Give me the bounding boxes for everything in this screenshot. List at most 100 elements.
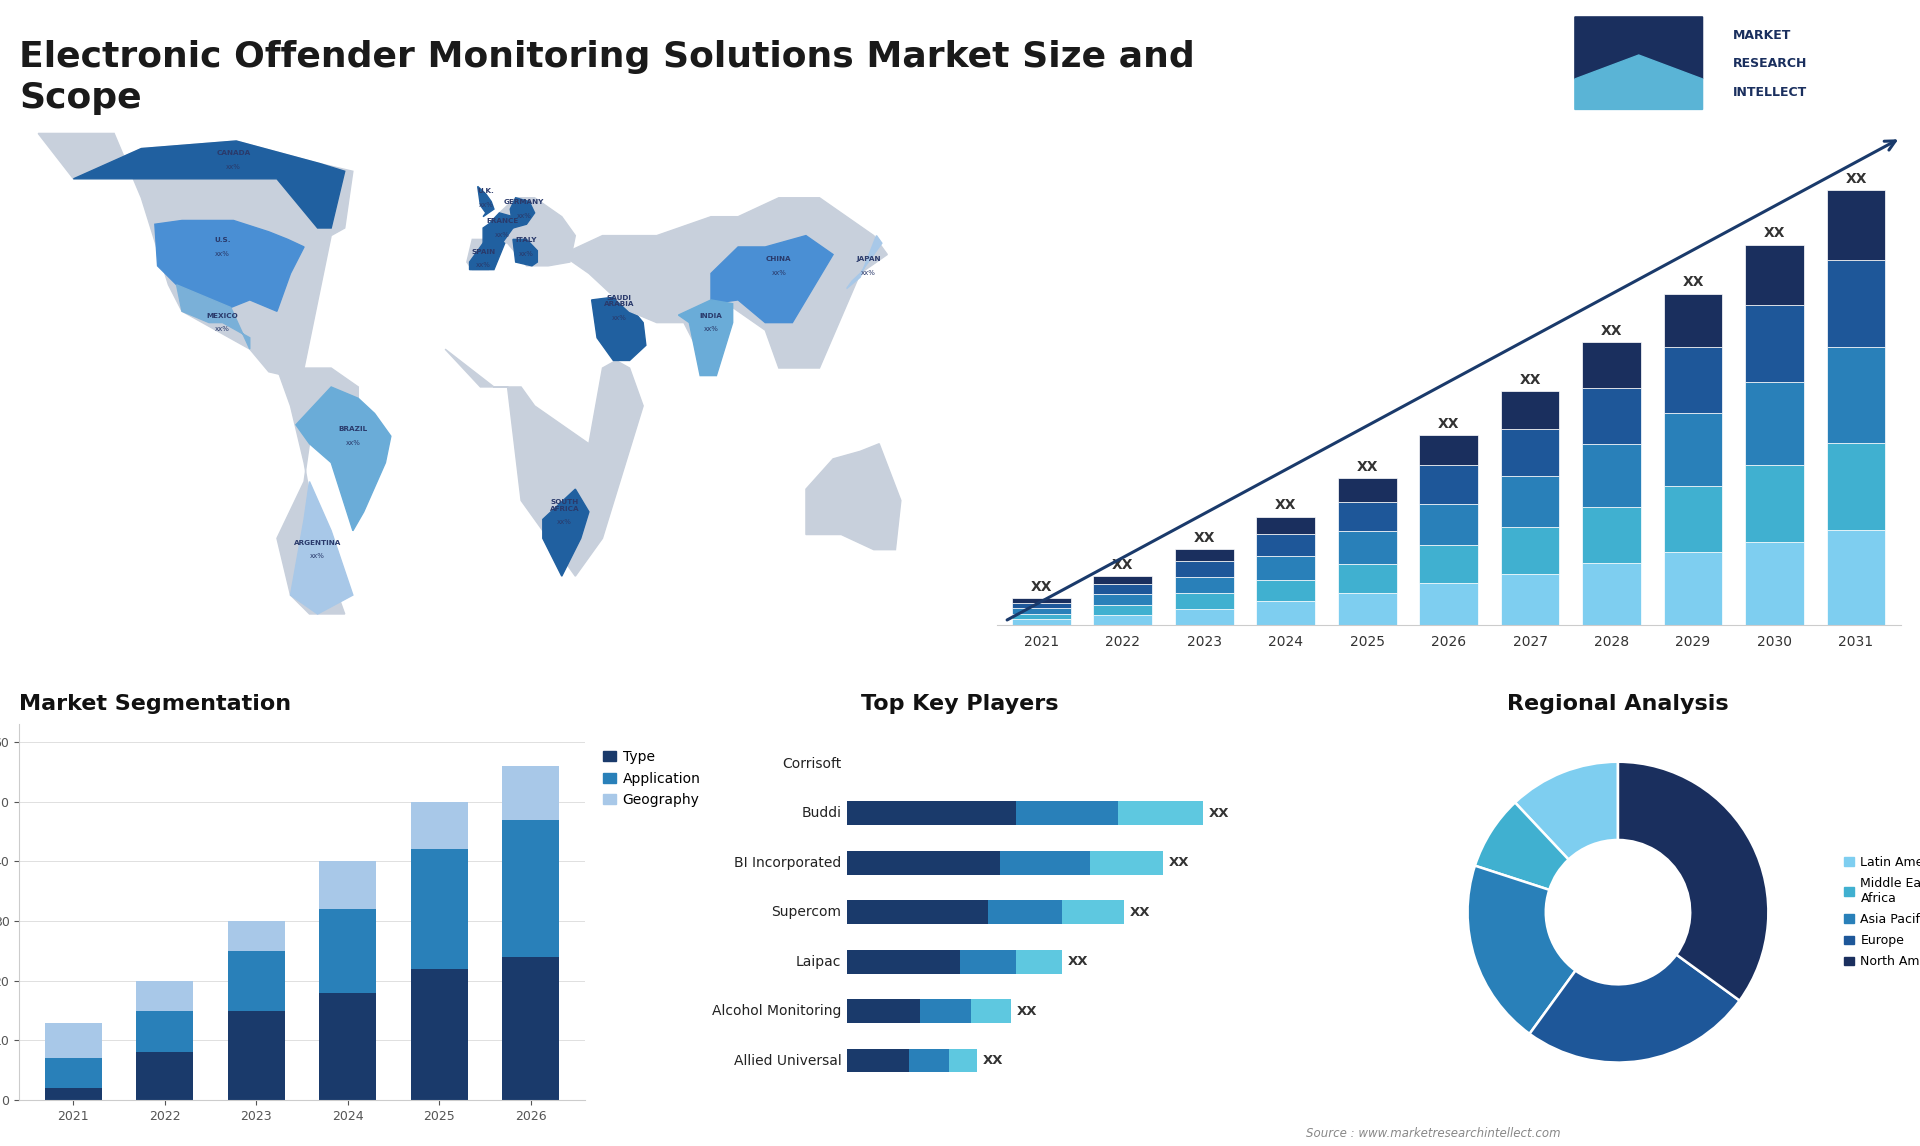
Polygon shape: [710, 236, 833, 323]
Bar: [847, 999, 920, 1023]
Bar: [1012, 614, 1071, 619]
Polygon shape: [478, 187, 493, 217]
Polygon shape: [290, 481, 353, 614]
Polygon shape: [678, 300, 733, 376]
Bar: [1582, 445, 1642, 507]
Bar: [910, 1049, 948, 1073]
Bar: [136, 1011, 194, 1052]
Bar: [1117, 801, 1202, 825]
Bar: [1826, 347, 1885, 442]
Text: XX: XX: [1519, 374, 1542, 387]
Bar: [1745, 306, 1805, 382]
Bar: [1419, 503, 1478, 545]
Polygon shape: [38, 133, 353, 376]
Bar: [1338, 479, 1396, 502]
Bar: [1175, 562, 1233, 576]
Polygon shape: [73, 141, 346, 228]
Text: JAPAN: JAPAN: [856, 256, 881, 262]
Text: FRANCE: FRANCE: [486, 218, 518, 225]
Bar: [847, 850, 1000, 874]
Text: GERMANY: GERMANY: [503, 199, 543, 205]
Text: xx%: xx%: [860, 269, 876, 276]
Text: XX: XX: [983, 1054, 1002, 1067]
Text: U.S.: U.S.: [215, 237, 230, 243]
Bar: [1256, 534, 1315, 556]
Polygon shape: [591, 296, 645, 361]
Text: XX: XX: [1169, 856, 1188, 869]
Bar: [1501, 429, 1559, 476]
Bar: [503, 957, 559, 1100]
Text: XX: XX: [1438, 417, 1459, 431]
Text: xx%: xx%: [215, 327, 230, 332]
Text: XX: XX: [1194, 531, 1215, 544]
Bar: [1419, 545, 1478, 583]
Wedge shape: [1619, 762, 1768, 1000]
Text: XX: XX: [1682, 275, 1703, 289]
Text: xx%: xx%: [772, 269, 787, 276]
Polygon shape: [563, 198, 887, 376]
Text: RESEARCH: RESEARCH: [1732, 57, 1807, 70]
Bar: [1094, 584, 1152, 594]
Bar: [1582, 563, 1642, 626]
Polygon shape: [543, 489, 589, 576]
Bar: [411, 849, 468, 968]
Bar: [960, 950, 1016, 973]
Text: xx%: xx%: [611, 315, 626, 321]
Polygon shape: [276, 368, 359, 614]
Bar: [1000, 850, 1091, 874]
Bar: [1665, 552, 1722, 626]
Bar: [1419, 465, 1478, 503]
Text: Market Segmentation: Market Segmentation: [19, 694, 292, 714]
Polygon shape: [847, 236, 881, 289]
Text: XX: XX: [1356, 461, 1379, 474]
Text: INDIA: INDIA: [699, 313, 722, 319]
Bar: [1501, 392, 1559, 429]
Bar: [136, 1052, 194, 1100]
Bar: [1012, 598, 1071, 603]
Bar: [847, 1049, 910, 1073]
Text: SPAIN: SPAIN: [470, 249, 495, 254]
Text: xx%: xx%: [703, 327, 718, 332]
Text: xx%: xx%: [227, 164, 240, 170]
Text: CHINA: CHINA: [766, 256, 791, 262]
Bar: [1338, 564, 1396, 592]
Title: Regional Analysis: Regional Analysis: [1507, 694, 1728, 714]
Text: XX: XX: [1068, 955, 1089, 968]
Text: xx%: xx%: [346, 440, 361, 446]
Legend: Type, Application, Geography: Type, Application, Geography: [603, 749, 701, 807]
Text: XX: XX: [1016, 1005, 1037, 1018]
Text: XX: XX: [1275, 499, 1296, 512]
Text: MEXICO: MEXICO: [207, 313, 238, 319]
Bar: [847, 801, 1016, 825]
Bar: [1826, 442, 1885, 529]
Polygon shape: [470, 240, 505, 269]
Bar: [1745, 244, 1805, 306]
Polygon shape: [806, 444, 900, 550]
Bar: [1745, 465, 1805, 542]
Bar: [319, 862, 376, 909]
Bar: [1419, 583, 1478, 626]
Bar: [920, 999, 972, 1023]
Bar: [1012, 603, 1071, 607]
Bar: [1826, 529, 1885, 626]
Wedge shape: [1467, 865, 1576, 1034]
Text: MARKET: MARKET: [1732, 29, 1791, 42]
Text: XX: XX: [1764, 226, 1786, 241]
Bar: [228, 1011, 284, 1100]
Bar: [1016, 950, 1062, 973]
Bar: [1501, 527, 1559, 574]
Bar: [44, 1022, 102, 1059]
Bar: [1094, 576, 1152, 584]
Bar: [411, 802, 468, 849]
Polygon shape: [1574, 55, 1703, 109]
Bar: [503, 766, 559, 819]
Bar: [1175, 594, 1233, 609]
Polygon shape: [484, 213, 513, 243]
Text: xx%: xx%: [495, 231, 509, 238]
Polygon shape: [1574, 17, 1703, 79]
Polygon shape: [177, 285, 250, 350]
Bar: [1501, 574, 1559, 626]
Text: SAUDI
ARABIA: SAUDI ARABIA: [603, 295, 634, 307]
Bar: [1091, 850, 1164, 874]
Bar: [503, 819, 559, 957]
